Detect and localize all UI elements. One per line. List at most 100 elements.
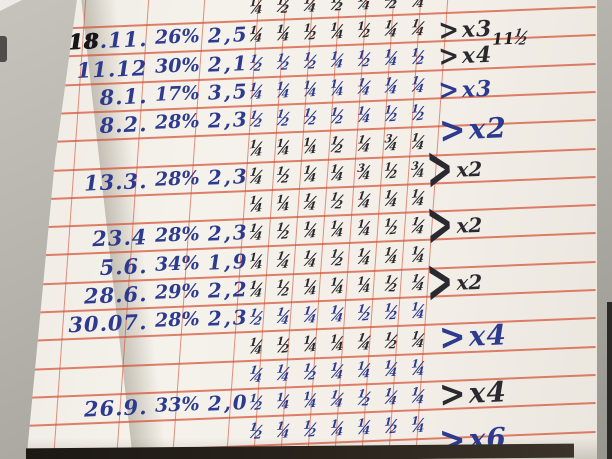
fraction-denominator: 4 (387, 26, 398, 40)
fraction-denominator: 4 (361, 423, 371, 438)
fraction-denominator: 2 (334, 0, 344, 14)
fraction-denominator: 2 (388, 0, 398, 12)
fraction-cell: 1⁄4 (242, 134, 270, 162)
fraction-denominator: 4 (281, 143, 290, 158)
fraction-cell: 1⁄2 (242, 105, 270, 133)
fraction-cell: 1⁄4 (323, 17, 351, 45)
fraction-denominator: 4 (362, 224, 371, 239)
fraction-denominator: 2 (279, 2, 290, 16)
percent-cell: 30% (154, 53, 200, 78)
fraction-cell: 1⁄4 (296, 301, 324, 329)
fraction-denominator: 4 (335, 339, 344, 354)
fraction-cell: 1⁄4 (296, 245, 324, 273)
fraction-denominator: 4 (415, 81, 425, 96)
fraction-denominator: 4 (279, 257, 290, 271)
fraction-cell: 1⁄4 (404, 14, 432, 42)
fraction-denominator: 2 (389, 421, 398, 436)
fraction-denominator: 2 (307, 369, 317, 383)
fraction-denominator: 4 (253, 87, 263, 102)
fraction-denominator: 4 (361, 111, 371, 126)
fraction-cell: 1⁄4 (350, 101, 378, 129)
fraction-cell: 1⁄4 (242, 219, 270, 247)
fraction-denominator: 2 (252, 60, 263, 74)
brace-icon: > (425, 245, 455, 319)
fraction-cell: 1⁄4 (404, 382, 432, 410)
fraction-cell: 1⁄4 (296, 386, 324, 414)
multiplier-label: x2 (455, 269, 483, 295)
fraction-cell: 1⁄4 (377, 43, 405, 71)
fraction-denominator: 2 (253, 116, 263, 131)
multiplier-label: x2 (455, 156, 483, 182)
fraction-denominator: 4 (388, 365, 398, 380)
fraction-cell: 1⁄4 (323, 329, 351, 357)
fraction-denominator: 4 (334, 169, 344, 184)
fraction-denominator: 4 (253, 144, 263, 159)
fraction-cell: 1⁄2 (296, 103, 324, 131)
underlying-paper-corner (0, 0, 22, 11)
fraction-cell: 1⁄2 (350, 384, 378, 412)
multiplier-annotation: > x4 (436, 38, 493, 74)
multiplier-label: x4 (461, 41, 493, 69)
fraction-denominator: 4 (335, 282, 344, 297)
left-edge-mark (0, 36, 7, 62)
multiplier-annotation: > x3 (436, 72, 493, 107)
fraction-cell: 1⁄2 (269, 104, 297, 132)
fraction-denominator: 4 (360, 338, 371, 353)
fraction-denominator: 4 (414, 223, 425, 237)
fraction-cell: 1⁄2 (323, 102, 351, 130)
fraction-denominator: 2 (280, 228, 290, 243)
fraction-denominator: 4 (388, 196, 398, 210)
fraction-cell: 1⁄4 (350, 412, 378, 440)
fraction-denominator: 4 (388, 394, 398, 408)
date-rest: .11. (99, 26, 148, 54)
fraction-denominator: 4 (361, 168, 371, 183)
fraction-cell: 1⁄4 (404, 325, 432, 353)
fraction-denominator: 2 (388, 308, 398, 323)
fraction-denominator: 4 (415, 393, 425, 407)
fraction-denominator: 2 (387, 337, 398, 351)
fraction-denominator: 4 (414, 280, 425, 294)
fraction-denominator: 4 (280, 30, 290, 45)
fraction-denominator: 2 (389, 167, 398, 182)
fraction-denominator: 4 (308, 142, 317, 157)
fraction-cell: 1⁄2 (377, 213, 405, 241)
fraction-denominator: 4 (335, 84, 344, 99)
fraction-cell: 1⁄2 (404, 99, 432, 127)
fraction-cell: 1⁄2 (323, 130, 351, 158)
fraction-cell: 1⁄2 (377, 326, 405, 354)
percent-cell: 28% (154, 308, 200, 333)
fraction-denominator: 2 (307, 114, 317, 128)
fraction-denominator: 2 (280, 285, 290, 299)
fraction-denominator: 4 (416, 420, 425, 435)
fraction-cell: 1⁄4 (296, 216, 324, 244)
fraction-denominator: 4 (387, 83, 398, 97)
fraction-denominator: 2 (362, 26, 371, 41)
fraction-denominator: 4 (280, 86, 290, 101)
fraction-denominator: 2 (333, 141, 344, 156)
fraction-denominator: 2 (280, 172, 290, 186)
fraction-denominator: 4 (253, 173, 263, 187)
fraction-denominator: 2 (253, 399, 263, 414)
fraction-cell: 1⁄2 (404, 42, 432, 70)
fraction-denominator: 4 (360, 84, 371, 98)
fraction-denominator: 2 (252, 314, 263, 329)
greater-than-stroke-icon: > (438, 370, 467, 416)
date-cell: 11.12 (76, 54, 148, 83)
fraction-denominator: 4 (281, 397, 290, 412)
fraction-cell: 1⁄4 (323, 46, 351, 74)
fraction-denominator: 2 (307, 29, 317, 43)
fraction-cell: 1⁄4 (242, 20, 270, 48)
fraction-cell: 1⁄4 (296, 132, 324, 160)
greater-than-stroke-icon: > (437, 38, 460, 74)
fraction-denominator: 2 (361, 55, 371, 70)
fraction-cell: 1⁄4 (269, 387, 297, 415)
fraction-denominator: 2 (416, 109, 425, 124)
fraction-denominator: 4 (388, 252, 398, 267)
fraction-cell: 1⁄2 (323, 244, 351, 272)
fraction-denominator: 4 (307, 312, 317, 326)
fraction-denominator: 4 (307, 283, 317, 298)
multiplier-label: x4 (468, 317, 508, 353)
fraction-denominator: 4 (416, 364, 425, 379)
